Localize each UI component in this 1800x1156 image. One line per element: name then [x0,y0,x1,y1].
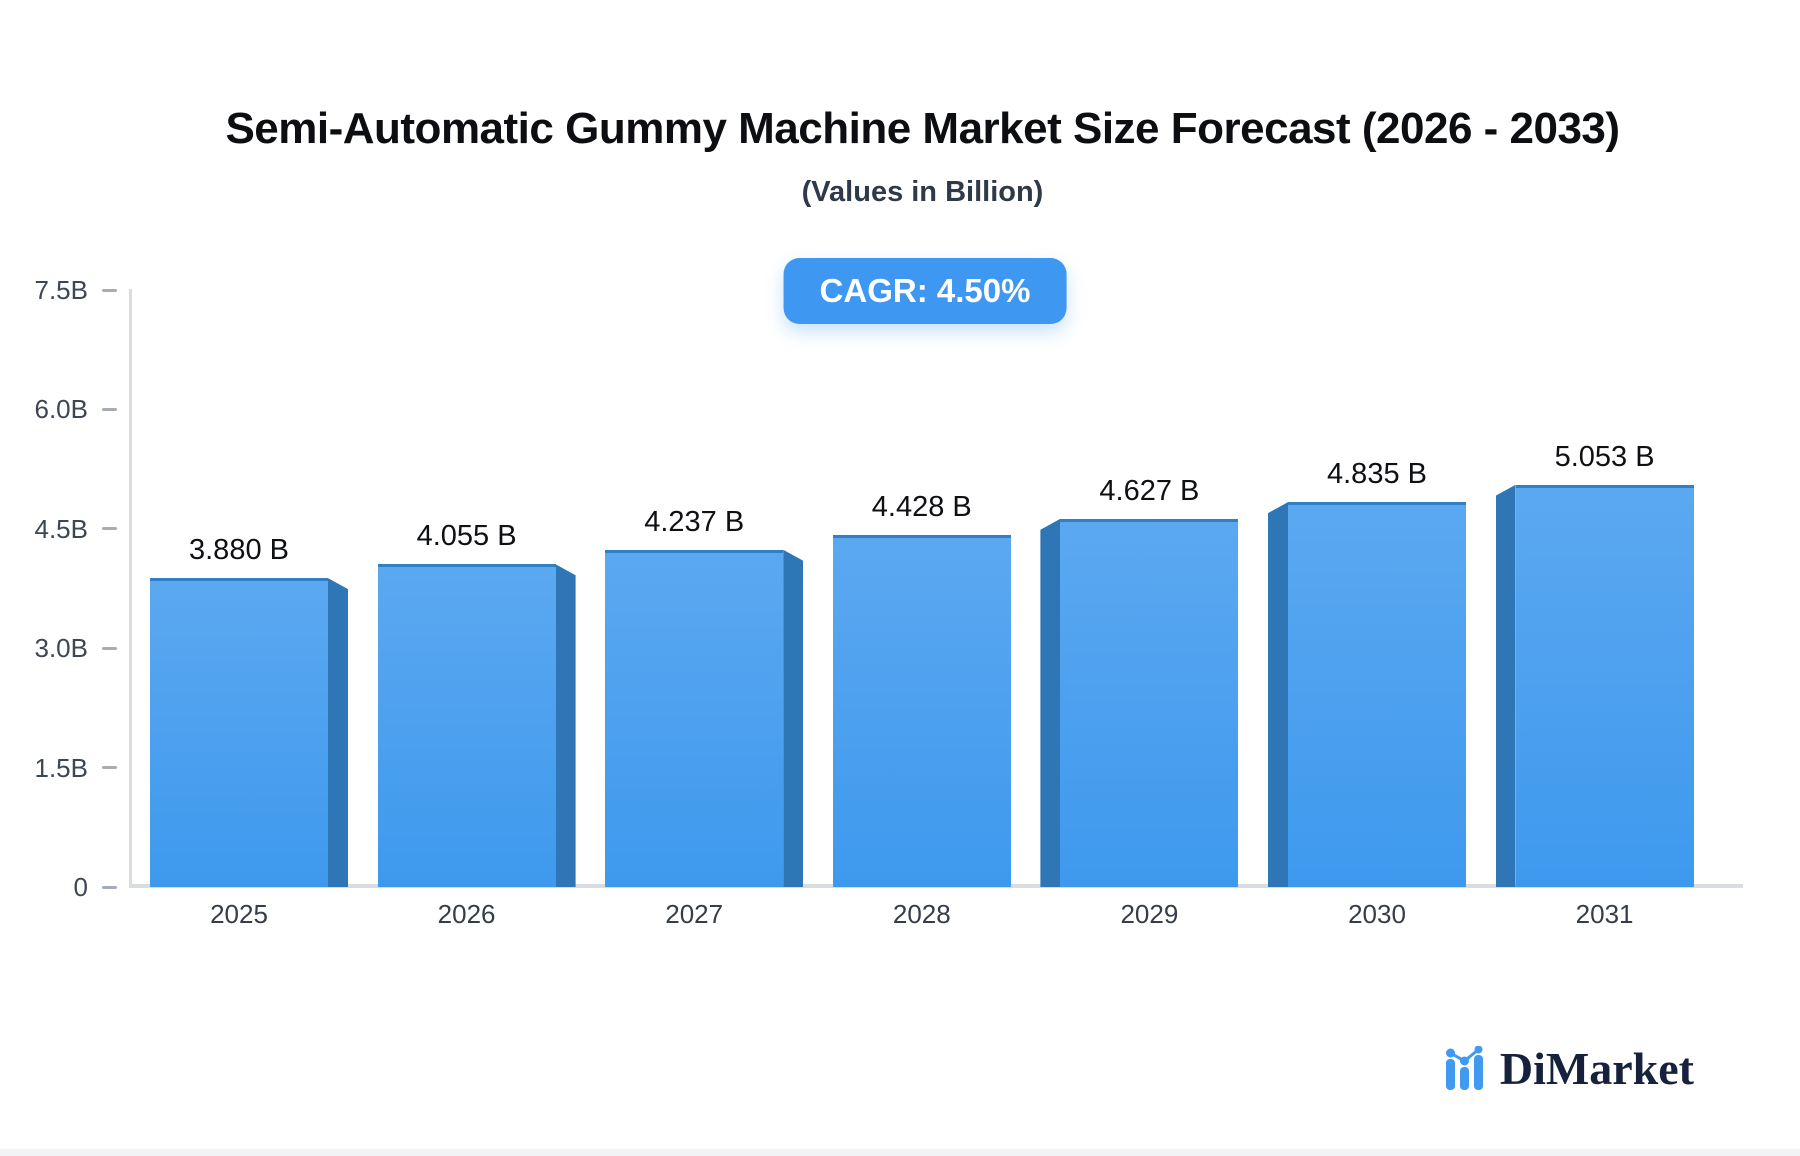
x-axis-label-2031: 2031 [1575,899,1634,929]
y-tick-label: 6.0B [34,394,89,425]
cagr-badge: CAGR: 4.50% [783,258,1067,324]
chart-header: Semi-Automatic Gummy Machine Market Size… [45,104,1800,209]
y-tick-dash [102,288,117,292]
bar-side-2026 [555,564,576,887]
y-tick-label: 0 [73,872,88,902]
x-axis-label-2030: 2030 [1348,899,1406,929]
bar-side-2027 [783,549,804,887]
bar-value-label-2030: 4.835 B [1327,458,1427,491]
bar-2028 [832,534,1011,887]
x-axis-label-2026: 2026 [437,899,496,929]
bar-side-2031 [1495,484,1516,887]
bar-2026 [377,564,556,887]
y-tick-label: 1.5B [34,752,89,783]
bar-2025 [150,578,328,887]
x-axis-label-2028: 2028 [892,899,951,929]
y-tick-dash [102,407,117,411]
bar-value-label-2025: 3.880 B [189,534,289,567]
x-axis-label-2029: 2029 [1120,899,1179,929]
bar-side-2030 [1268,502,1288,887]
bar-2030 [1288,502,1466,887]
bar-chart-trend-icon [1445,1046,1483,1090]
y-tick-dash [102,527,117,531]
bar-value-label-2028: 4.428 B [871,490,972,523]
bar-side-2025 [328,578,348,887]
x-axis-label-2025: 2025 [210,899,268,929]
x-axis-label-2027: 2027 [665,899,724,929]
bar-2031 [1515,484,1694,887]
page-background-strip [0,1149,1800,1156]
y-axis-line [129,289,132,887]
bar-2029 [1060,518,1239,887]
dimarket-logo: DiMarket [1445,1043,1694,1094]
y-tick-label: 4.5B [34,513,89,544]
bar-value-label-2031: 5.053 B [1554,440,1655,473]
bar-value-label-2029: 4.627 B [1099,474,1200,507]
y-tick-label: 3.0B [34,633,89,664]
chart-subtitle: (Values in Billion) [801,176,1044,208]
dimarket-logo-text: DiMarket [1499,1043,1694,1094]
bar-side-2029 [1040,518,1061,887]
bar-value-label-2027: 4.237 B [644,505,745,538]
y-tick-dash [102,766,117,770]
bar-value-label-2026: 4.055 B [416,520,517,553]
bar-2027 [605,549,784,887]
y-tick-dash [102,885,117,889]
chart-title: Semi-Automatic Gummy Machine Market Size… [225,104,1620,153]
y-tick-dash [102,646,117,650]
y-tick-label: 7.5B [34,275,89,305]
